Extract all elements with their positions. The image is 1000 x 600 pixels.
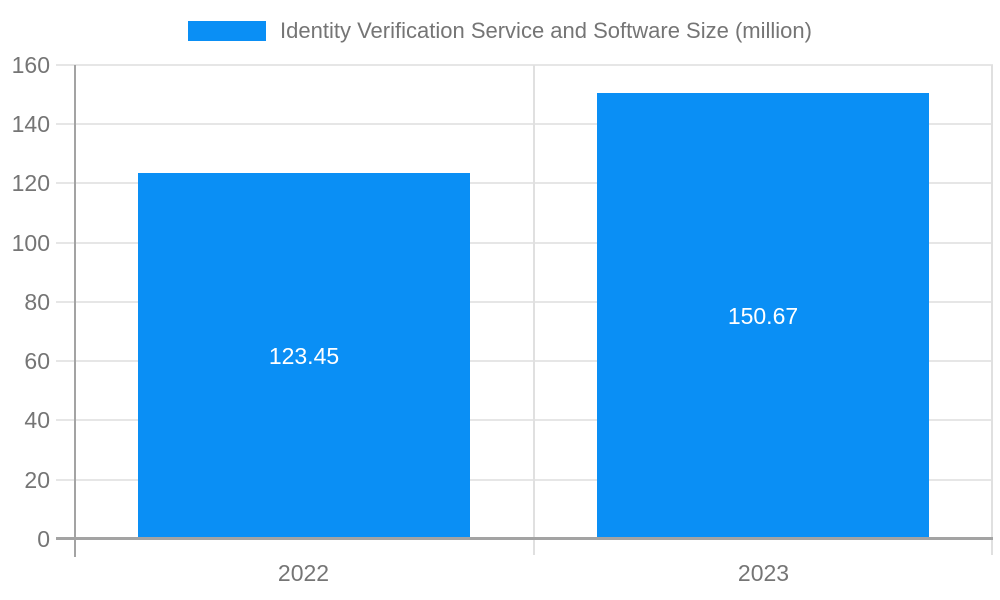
gridline-160 (56, 64, 993, 66)
y-tick-label-160: 160 (11, 52, 50, 78)
x-tick-label-2023: 2023 (737, 560, 790, 586)
y-axis-line (74, 65, 76, 557)
y-tick-label-140: 140 (11, 111, 50, 137)
legend-swatch (188, 21, 267, 41)
gridline-80 (56, 301, 993, 303)
gridline-60 (56, 360, 993, 362)
bar-2023: 150.67 (597, 93, 929, 539)
gridline-140 (56, 123, 993, 125)
category-divider (533, 65, 535, 555)
bar-value-label: 150.67 (727, 302, 799, 329)
legend: Identity Verification Service and Softwa… (0, 16, 1000, 46)
x-tick-label-2022: 2022 (277, 560, 330, 586)
x-axis-baseline (56, 537, 993, 540)
gridline-40 (56, 419, 993, 421)
bar-value-label: 123.45 (268, 342, 340, 369)
gridline-100 (56, 242, 993, 244)
gridline-20 (56, 479, 993, 481)
chart-title: Identity Verification Service and Softwa… (280, 18, 812, 43)
y-tick-label-120: 120 (11, 170, 50, 196)
plot-area: 123.45 150.67 (56, 64, 993, 557)
plot-right-edge (991, 65, 993, 555)
y-tick-label-100: 100 (11, 230, 50, 256)
bar-2022: 123.45 (138, 173, 470, 539)
gridline-120 (56, 182, 993, 184)
y-tick-label-80: 80 (24, 289, 50, 315)
y-tick-label-20: 20 (24, 467, 50, 493)
y-tick-label-0: 0 (37, 526, 50, 552)
y-tick-label-40: 40 (24, 407, 50, 433)
y-tick-label-60: 60 (24, 348, 50, 374)
